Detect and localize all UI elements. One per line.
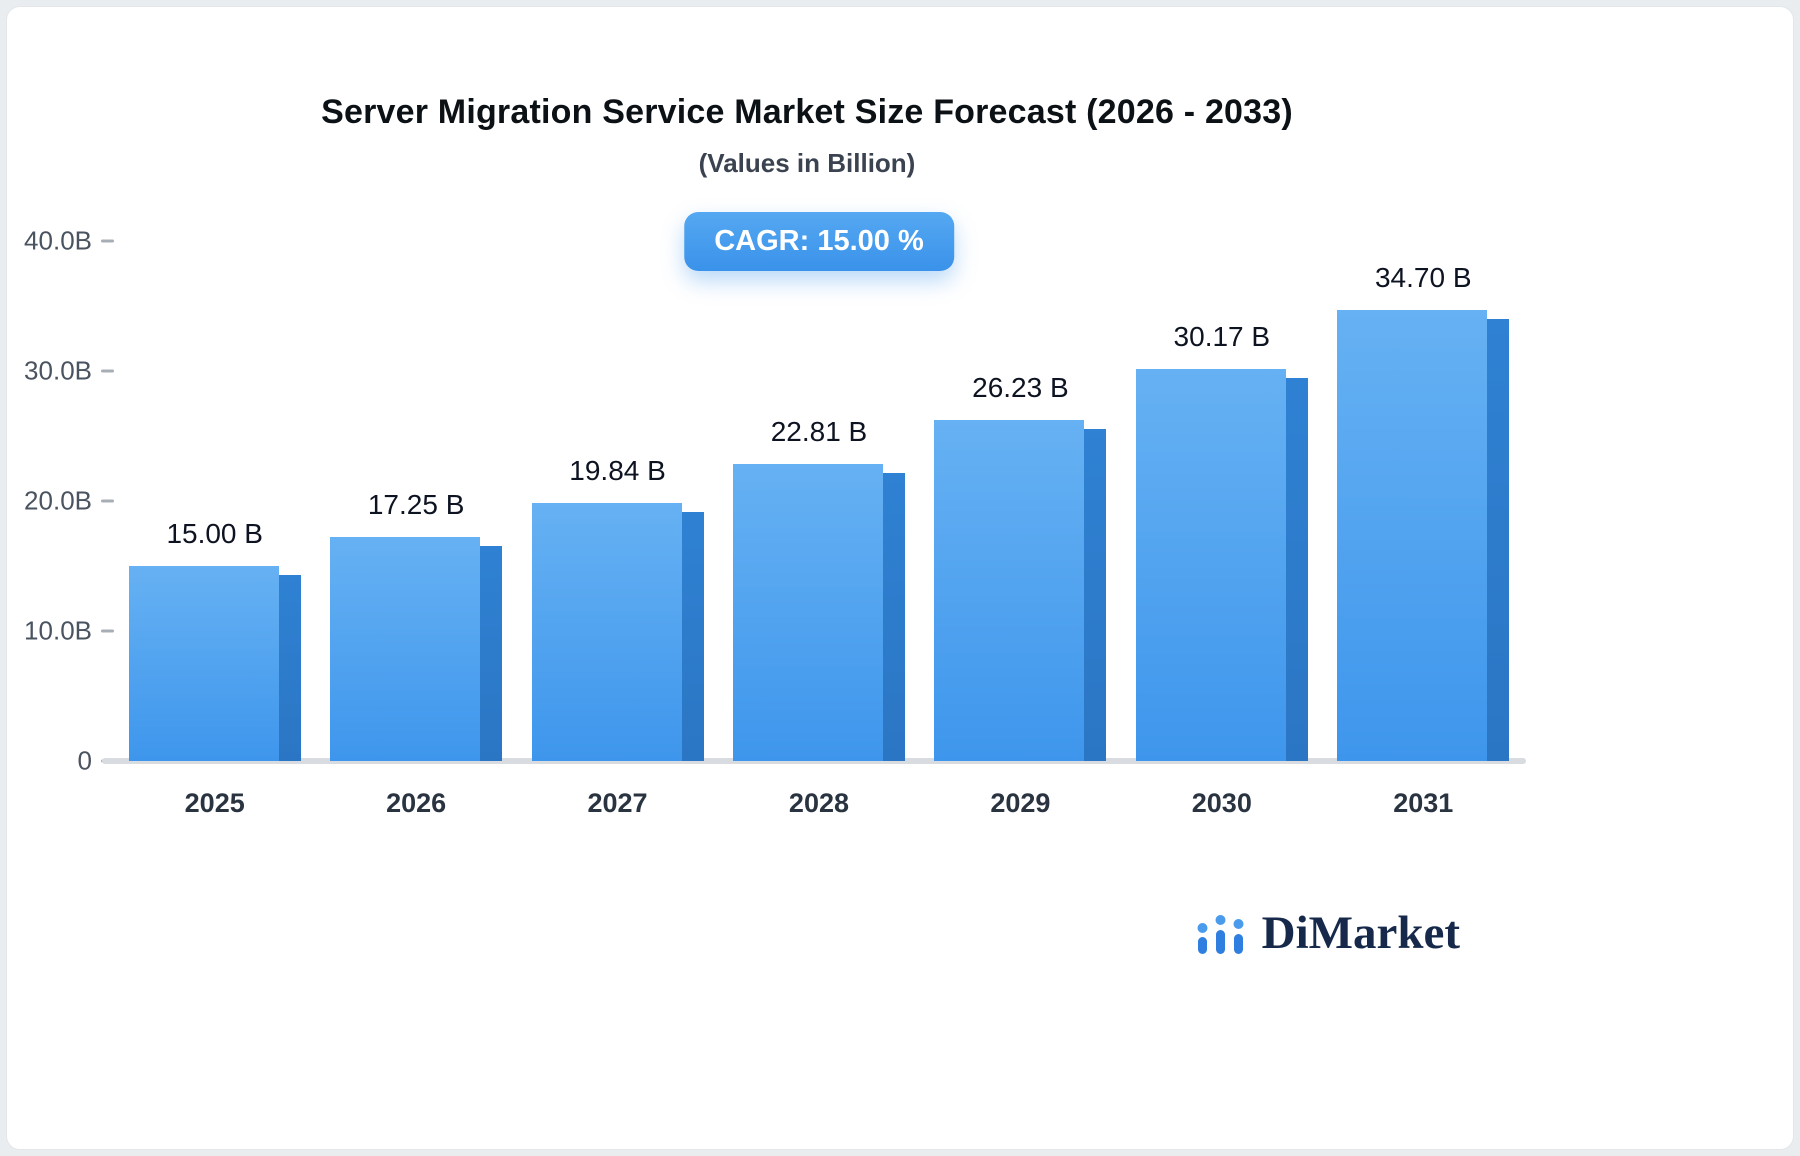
chart-title: Server Migration Service Market Size For… <box>321 93 1293 131</box>
bar-face <box>330 536 481 761</box>
bar-2030 <box>1135 368 1308 761</box>
bar-face <box>1337 309 1488 761</box>
bar-chart-icon <box>1197 915 1244 954</box>
bar-value-label: 26.23 B <box>972 372 1069 404</box>
y-axis-label: 10.0B <box>24 615 92 646</box>
y-axis: 40.0B 30.0B 20.0B 10.0B 0 <box>19 226 114 776</box>
x-axis-label: 2029 <box>990 788 1051 818</box>
y-axis-tick: 10.0B <box>24 616 114 647</box>
bar-slot: 17.25 B 2026 <box>315 241 516 818</box>
dimarket-logo: DiMarket <box>1194 909 1460 957</box>
bar-side-shade <box>480 545 503 761</box>
x-axis-label: 2028 <box>788 788 850 818</box>
bar-value-label: 34.70 B <box>1374 261 1472 293</box>
bar-2031 <box>1337 309 1510 761</box>
chart-card: Server Migration Service Market Size For… <box>6 6 1794 1150</box>
bar-value-label: 19.84 B <box>569 455 666 487</box>
chart-area: CAGR: 15.00 % 40.0B 30.0B 20.0B 10.0B 0 15.0… <box>19 212 1526 818</box>
bar-slot: 15.00 B 2025 <box>114 241 315 818</box>
bar-side-shade <box>278 575 301 761</box>
x-axis-label: 2027 <box>587 788 648 818</box>
y-axis-label: 40.0B <box>24 225 92 256</box>
bar-slot: 34.70 B 2031 <box>1323 241 1524 818</box>
bar-value-label: 15.00 B <box>166 518 263 549</box>
y-axis-tick: 20.0B <box>24 486 114 517</box>
y-axis-label: 0 <box>77 745 92 776</box>
bar-face <box>128 566 279 761</box>
bar-2026 <box>330 536 503 761</box>
bar-face <box>732 464 883 761</box>
bar-side-shade <box>1285 377 1308 761</box>
bar-face <box>531 503 682 761</box>
cagr-badge: CAGR: 15.00 % <box>684 212 954 271</box>
bar-side-shade <box>681 512 704 761</box>
bar-side-shade <box>1487 318 1510 761</box>
bar-slot: 22.81 B 2028 <box>718 241 919 818</box>
bar-slot: 26.23 B 2029 <box>920 241 1121 818</box>
plot-area: 15.00 B 2025 17.25 B 2026 19.84 B 2027 22.81 B… <box>102 241 1526 818</box>
y-tick-mark <box>101 629 114 633</box>
y-tick-mark <box>101 239 114 243</box>
x-axis-label: 2031 <box>1393 788 1454 818</box>
bar-face <box>1135 368 1286 761</box>
bar-2029 <box>934 420 1107 761</box>
bar-value-label: 30.17 B <box>1173 320 1271 352</box>
dimarket-logo-text: DiMarket <box>1261 906 1460 959</box>
y-axis-label: 30.0B <box>24 355 92 386</box>
bar-value-label: 17.25 B <box>367 488 465 520</box>
bar-slot: 19.84 B 2027 <box>517 241 718 818</box>
bar-2025 <box>128 566 301 761</box>
chart-header: Server Migration Service Market Size For… <box>7 7 1607 179</box>
bar-face <box>934 420 1085 761</box>
bar-slot: 30.17 B 2030 <box>1121 241 1322 818</box>
bar-side-shade <box>882 473 905 761</box>
bar-2028 <box>732 464 905 761</box>
bar-2027 <box>531 503 704 761</box>
x-axis-label: 2030 <box>1191 788 1252 818</box>
chart-subtitle: (Values in Billion) <box>698 148 916 178</box>
bar-value-label: 22.81 B <box>770 416 868 448</box>
x-axis-label: 2026 <box>386 788 447 818</box>
x-axis-line <box>102 758 1526 764</box>
y-axis-label: 20.0B <box>24 485 92 516</box>
y-axis-tick: 30.0B <box>24 356 114 387</box>
y-tick-mark <box>101 369 114 373</box>
y-tick-mark <box>101 499 114 503</box>
bar-side-shade <box>1084 429 1107 761</box>
y-axis-tick: 40.0B <box>24 226 114 257</box>
x-axis-label: 2025 <box>184 788 245 818</box>
